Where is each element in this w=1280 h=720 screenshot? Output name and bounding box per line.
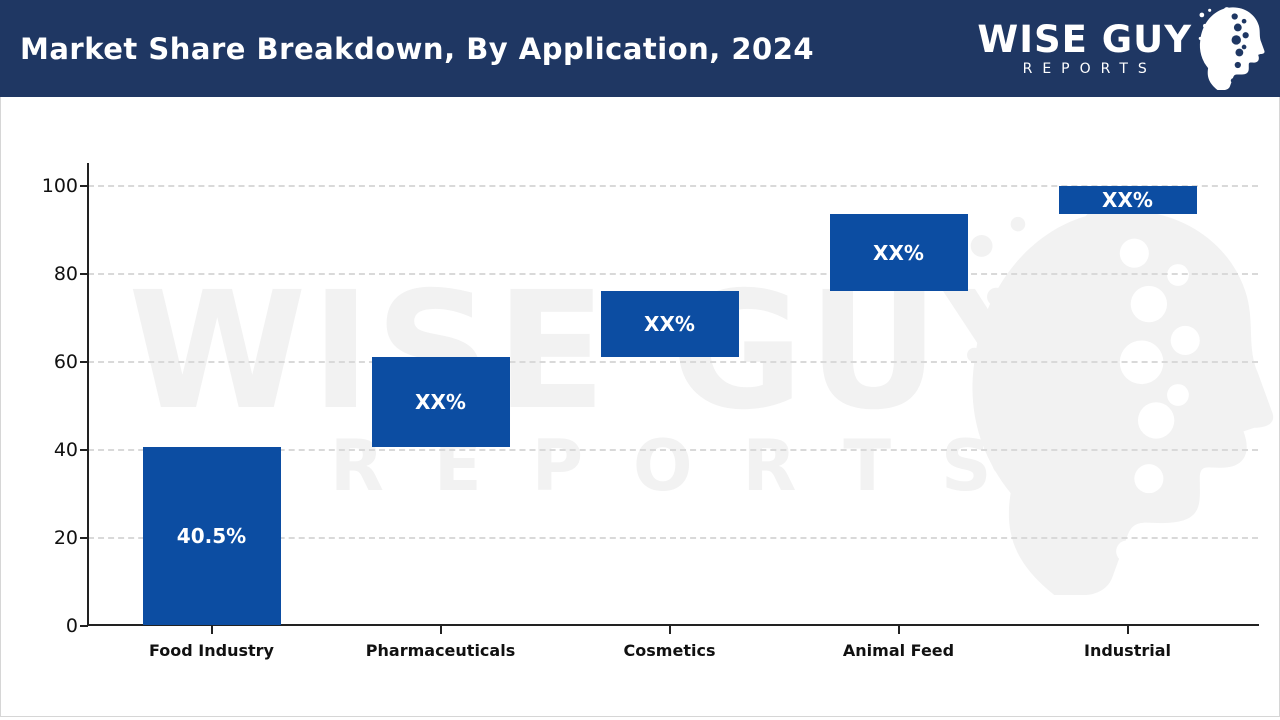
y-axis-line <box>87 163 89 626</box>
y-tick-label: 100 <box>41 174 78 197</box>
gridline <box>88 536 1258 539</box>
y-tick-label: 0 <box>65 614 78 637</box>
y-tick-mark <box>80 448 88 451</box>
logo-head-icon <box>1194 4 1266 94</box>
bar-industrial: XX% <box>1058 185 1197 215</box>
gridline <box>88 184 1258 187</box>
y-tick-mark <box>80 360 88 363</box>
x-axis-label-cosmetics: Cosmetics <box>623 641 716 660</box>
gridline <box>88 448 1258 451</box>
header-bar: Market Share Breakdown, By Application, … <box>0 0 1280 97</box>
x-tick-mark <box>897 626 900 634</box>
gridline <box>88 360 1258 363</box>
x-axis-label-animal-feed: Animal Feed <box>842 641 955 660</box>
bar-value-label-food-industry: 40.5% <box>176 524 247 549</box>
logo-reports-label: REPORTS <box>1022 60 1157 77</box>
x-tick-mark <box>210 626 213 634</box>
y-tick-label: 40 <box>53 438 78 461</box>
gridline <box>88 272 1258 275</box>
bar-animal-feed: XX% <box>829 214 968 292</box>
bar-cosmetics: XX% <box>600 291 739 358</box>
logo-text: WISE GUY REPORTS <box>977 21 1192 77</box>
y-tick-label: 20 <box>53 526 78 549</box>
y-tick-label: 80 <box>53 262 78 285</box>
x-tick-mark <box>1126 626 1129 634</box>
y-tick-mark <box>80 184 88 187</box>
x-axis-label-pharmaceuticals: Pharmaceuticals <box>365 641 516 660</box>
bar-value-label-pharmaceuticals: XX% <box>415 390 466 415</box>
y-tick-label: 60 <box>53 350 78 373</box>
bar-value-label-industrial: XX% <box>1102 187 1153 212</box>
x-axis-label-food-industry: Food Industry <box>149 641 274 660</box>
bar-value-label-cosmetics: XX% <box>644 312 695 337</box>
y-tick-mark <box>80 272 88 275</box>
x-tick-mark <box>439 626 442 634</box>
logo-wiseguy-label: WISE GUY <box>977 17 1192 61</box>
page-title: Market Share Breakdown, By Application, … <box>20 31 815 66</box>
bar-food-industry: 40.5% <box>142 447 281 626</box>
x-axis-line <box>87 624 1259 626</box>
wise-guy-reports-logo: WISE GUY REPORTS <box>977 0 1266 97</box>
x-axis-label-industrial: Industrial <box>1083 641 1172 660</box>
y-tick-mark <box>80 624 88 627</box>
watermark-head-icon <box>945 195 1280 599</box>
bar-pharmaceuticals: XX% <box>371 357 510 448</box>
y-tick-mark <box>80 536 88 539</box>
x-tick-mark <box>668 626 671 634</box>
bar-value-label-animal-feed: XX% <box>873 240 924 265</box>
